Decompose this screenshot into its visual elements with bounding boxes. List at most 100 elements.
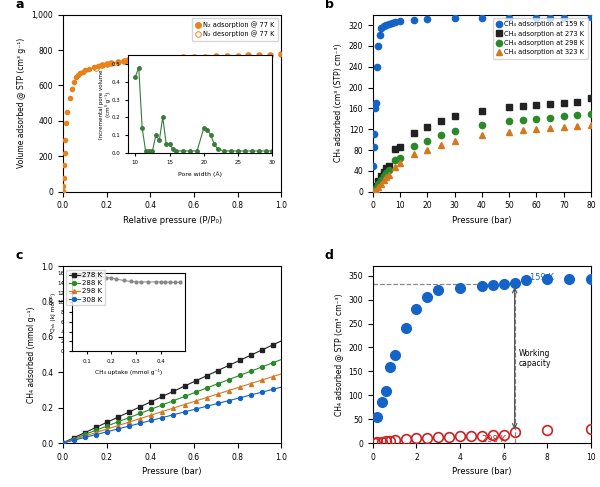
CH₄ adsorption at 323 K (383, 174, 390, 180)
CH₄ adsorption at 159 K (397, 18, 404, 24)
CH₄ adsorption at 159 K (478, 15, 485, 20)
278 K (192, 378, 199, 384)
CH₄ adsorption at 298 K (437, 132, 445, 138)
Text: d: d (325, 249, 334, 262)
288 K (189, 391, 196, 396)
CH₄ adsorption at 323 K (374, 184, 382, 190)
CH₄ adsorption at 323 K (506, 129, 513, 135)
CH₄ adsorption at 159 K (376, 33, 383, 38)
288 K (253, 366, 260, 372)
CH₄ adsorption at 298 K (371, 187, 378, 193)
CH₄ adsorption at 159 K (560, 15, 568, 20)
CH₄ adsorption at 159 K (371, 131, 378, 137)
CH₄ adsorption at 159 K (547, 15, 554, 20)
298 K (200, 395, 208, 401)
CH₄ adsorption at 298 K (574, 112, 581, 118)
CH₄ adsorption at 323 K (391, 164, 398, 169)
CH₄ adsorption at 323 K (587, 122, 595, 128)
CH₄ adsorption at 159 K (370, 163, 377, 169)
CH₄ adsorption at 323 K (386, 171, 393, 177)
288 K (278, 356, 285, 362)
CH₄ adsorption at 273 K (451, 113, 458, 119)
Text: Working
capacity: Working capacity (519, 349, 551, 368)
298 K (189, 399, 196, 405)
Line: CH₄ adsorption at 323 K: CH₄ adsorption at 323 K (371, 122, 594, 194)
CH₄ adsorption at 159 K (386, 21, 393, 27)
CH₄ adsorption at 159 K (506, 15, 513, 20)
CH₄ adsorption at 273 K (547, 101, 554, 107)
CH₄ adsorption at 273 K (410, 130, 418, 136)
CH₄ adsorption at 159 K (424, 16, 431, 22)
288 K (156, 403, 163, 409)
Text: c: c (15, 249, 22, 262)
308 K (192, 406, 199, 412)
CH₄ adsorption at 273 K (380, 169, 388, 175)
CH₄ adsorption at 159 K (370, 145, 377, 150)
CH₄ adsorption at 159 K (383, 22, 390, 28)
CH₄ adsorption at 323 K (547, 125, 554, 131)
CH₄ adsorption at 273 K (397, 145, 404, 150)
Line: CH₄ adsorption at 159 K: CH₄ adsorption at 159 K (370, 14, 594, 169)
CH₄ adsorption at 273 K (391, 146, 398, 152)
CH₄ adsorption at 159 K (587, 14, 595, 20)
CH₄ adsorption at 273 K (424, 124, 431, 130)
Text: a: a (15, 0, 23, 11)
CH₄ adsorption at 323 K (533, 126, 540, 132)
CH₄ adsorption at 323 K (377, 181, 385, 187)
CH₄ adsorption at 159 K (451, 15, 458, 21)
Text: b: b (325, 0, 334, 11)
Line: 278 K: 278 K (61, 339, 283, 445)
308 K (189, 407, 196, 412)
308 K (200, 404, 208, 410)
Line: 308 K: 308 K (61, 385, 283, 445)
308 K (209, 402, 216, 408)
CH₄ adsorption at 273 K (374, 178, 382, 184)
CH₄ adsorption at 159 K (388, 20, 395, 26)
278 K (200, 374, 208, 380)
Legend: 278 K, 288 K, 298 K, 308 K: 278 K, 288 K, 298 K, 308 K (67, 269, 106, 305)
CH₄ adsorption at 298 K (560, 113, 568, 119)
298 K (209, 393, 216, 399)
X-axis label: Pressure (bar): Pressure (bar) (142, 468, 202, 476)
CH₄ adsorption at 323 K (560, 124, 568, 130)
CH₄ adsorption at 298 K (372, 185, 379, 191)
278 K (278, 338, 285, 344)
Line: CH₄ adsorption at 298 K: CH₄ adsorption at 298 K (371, 111, 594, 193)
278 K (59, 440, 67, 446)
CH₄ adsorption at 323 K (397, 160, 404, 166)
CH₄ adsorption at 298 K (519, 117, 526, 123)
308 K (253, 391, 260, 396)
CH₄ adsorption at 159 K (533, 15, 540, 20)
Legend: CH₄ adsorption at 159 K, CH₄ adsorption at 273 K, CH₄ adsorption at 298 K, CH₄ a: CH₄ adsorption at 159 K, CH₄ adsorption … (493, 18, 587, 58)
278 K (156, 395, 163, 401)
CH₄ adsorption at 298 K (410, 143, 418, 149)
Line: 288 K: 288 K (61, 357, 283, 445)
CH₄ adsorption at 298 K (424, 138, 431, 144)
CH₄ adsorption at 298 K (380, 173, 388, 179)
CH₄ adsorption at 298 K (377, 177, 385, 183)
CH₄ adsorption at 323 K (451, 138, 458, 144)
CH₄ adsorption at 273 K (506, 104, 513, 110)
278 K (209, 370, 216, 376)
CH₄ adsorption at 273 K (371, 186, 378, 192)
CH₄ adsorption at 298 K (451, 128, 458, 134)
Legend: N₂ adsorption @ 77 K, N₂ desorption @ 77 K: N₂ adsorption @ 77 K, N₂ desorption @ 77… (192, 18, 278, 41)
CH₄ adsorption at 298 K (547, 115, 554, 121)
CH₄ adsorption at 298 K (383, 170, 390, 176)
288 K (209, 383, 216, 389)
CH₄ adsorption at 159 K (380, 23, 388, 29)
CH₄ adsorption at 273 K (560, 100, 568, 106)
Line: 298 K: 298 K (61, 372, 283, 445)
CH₄ adsorption at 273 K (383, 166, 390, 171)
Y-axis label: CH₄ adsorbed @ STP (cm³ cm⁻³): CH₄ adsorbed @ STP (cm³ cm⁻³) (334, 293, 343, 416)
278 K (189, 379, 196, 385)
CH₄ adsorption at 273 K (437, 118, 445, 124)
Y-axis label: CH₄ adsorbed (mmol g⁻¹): CH₄ adsorbed (mmol g⁻¹) (26, 306, 35, 403)
CH₄ adsorption at 298 K (506, 118, 513, 124)
CH₄ adsorption at 323 K (424, 147, 431, 153)
Y-axis label: Volume adsorbed @ STP (cm³ g⁻¹): Volume adsorbed @ STP (cm³ g⁻¹) (17, 38, 26, 169)
CH₄ adsorption at 298 K (397, 155, 404, 161)
CH₄ adsorption at 273 K (386, 163, 393, 169)
308 K (59, 440, 67, 446)
CH₄ adsorption at 298 K (478, 122, 485, 128)
